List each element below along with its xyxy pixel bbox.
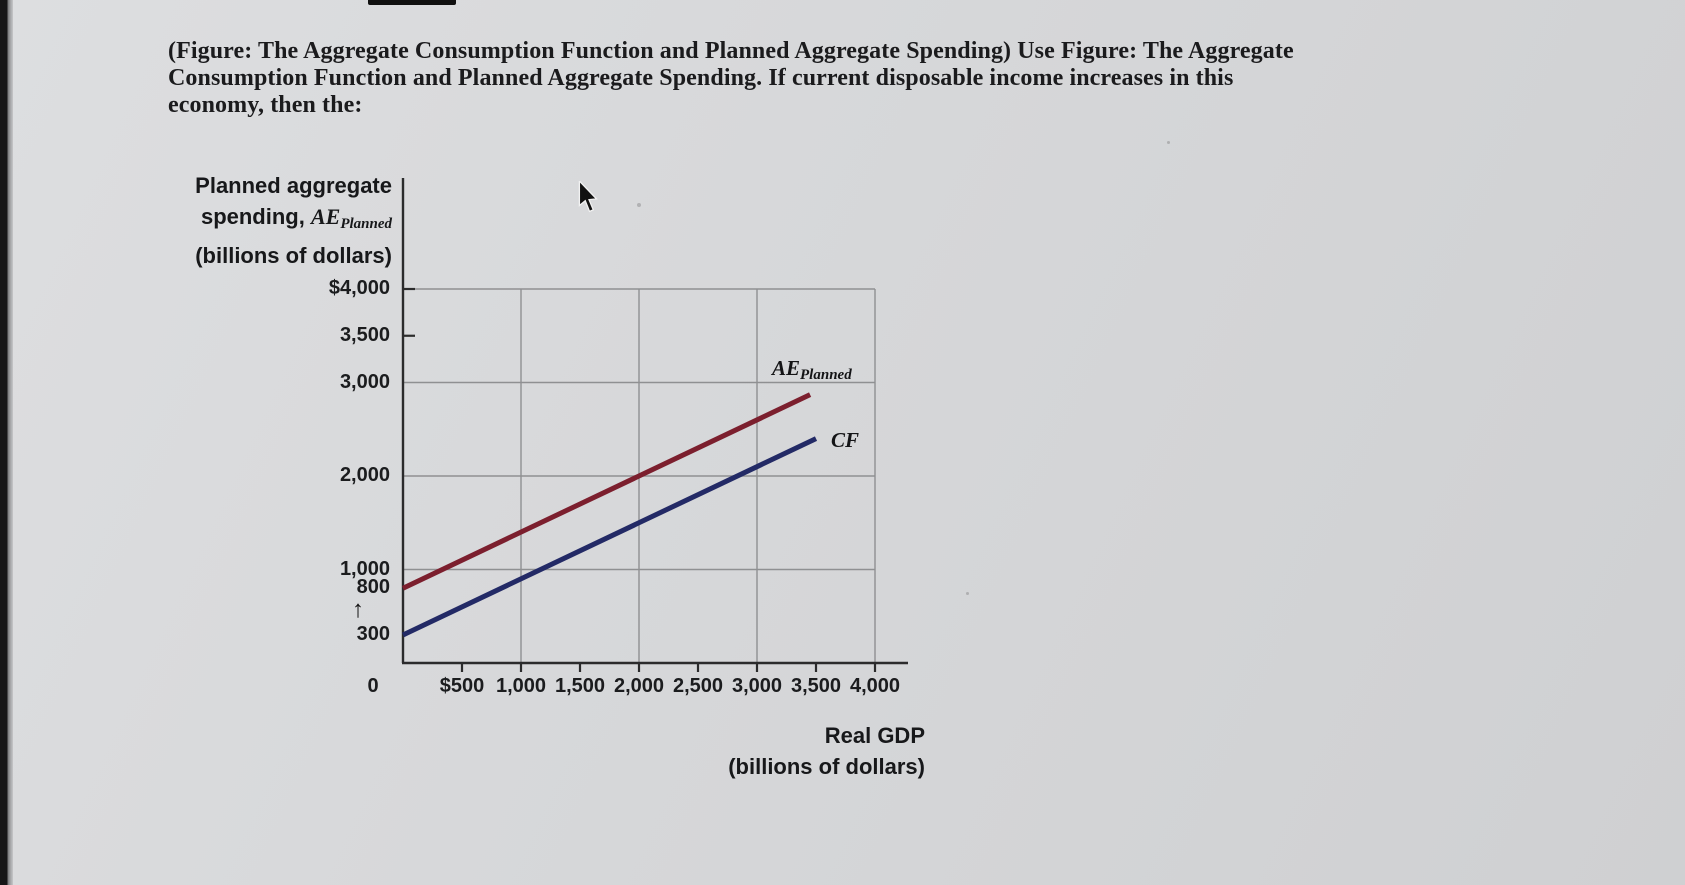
y-tick-label: 1,000 <box>339 557 390 580</box>
dust-speck <box>1167 141 1170 144</box>
photo-top-mark <box>368 0 456 5</box>
y-axis-title-line: Planned aggregate <box>195 173 392 198</box>
series-label-cf: CF <box>831 428 860 452</box>
x-tick-label: $500 <box>439 675 485 697</box>
series-line-cf <box>401 436 818 638</box>
y-axis-title-line: (billions of dollars) <box>195 243 392 268</box>
x-tick-label: 1,500 <box>554 675 606 697</box>
x-tick-label: 1,000 <box>495 675 547 697</box>
x-tick-label: 2,500 <box>672 675 724 697</box>
x-axis-title-line: Real GDP <box>824 723 925 748</box>
question-line: (Figure: The Aggregate Consumption Funct… <box>168 38 1294 64</box>
question-line: Consumption Function and Planned Aggrega… <box>168 65 1234 91</box>
x-axis-title-line: (billions of dollars) <box>728 754 925 779</box>
mouse-cursor-icon <box>578 179 600 218</box>
x-axis-title: Real GDP (billions of dollars) <box>645 720 925 782</box>
x-tick-label: 4,000 <box>849 675 901 697</box>
x-tick-label: 3,000 <box>731 675 783 697</box>
series-label-ae-planned: AEPlanned <box>772 356 852 383</box>
x-tick-label: 3,500 <box>790 675 842 697</box>
y-axis-title-line: spending, AEPlanned <box>200 204 392 232</box>
photo-left-edge <box>0 0 13 885</box>
y-axis-title: Planned aggregate spending, AEPlanned (b… <box>148 170 392 271</box>
dust-speck <box>637 203 641 207</box>
x-tick-label: 0 <box>367 675 379 697</box>
y-tick-label: 3,000 <box>339 370 390 393</box>
series-line-ae-planned <box>401 392 812 591</box>
x-tick-label: 2,000 <box>613 675 665 697</box>
dust-speck <box>966 592 969 595</box>
y-axis-intercept-arrow-icon: ↑ <box>352 596 364 623</box>
y-tick-label: 800 <box>356 576 390 599</box>
question-text: (Figure: The Aggregate Consumption Funct… <box>168 38 1528 119</box>
y-tick-label: $4,000 <box>328 277 390 299</box>
y-tick-label: 300 <box>356 622 390 645</box>
y-tick-label: 3,500 <box>339 323 390 346</box>
question-line: economy, then the: <box>168 92 363 118</box>
y-tick-label: 2,000 <box>339 464 390 486</box>
